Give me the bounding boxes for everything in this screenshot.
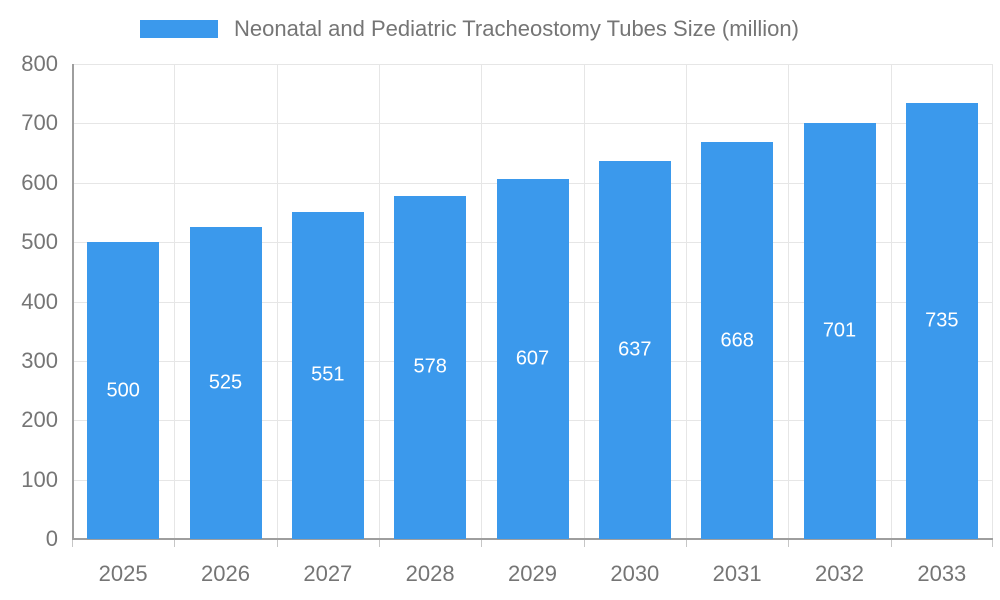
bar[interactable]: 500	[87, 242, 160, 539]
x-tick-label: 2032	[815, 561, 864, 586]
axis-tick	[174, 539, 176, 547]
bar[interactable]: 637	[598, 160, 671, 539]
x-tick-label: 2026	[201, 561, 250, 586]
axis-tick	[992, 539, 993, 547]
bar-value-label: 578	[413, 355, 447, 378]
v-gridline	[890, 64, 892, 539]
axis-tick	[890, 539, 892, 547]
bar[interactable]: 525	[189, 227, 262, 539]
bar-value-label: 525	[208, 371, 243, 394]
y-tick-label: 300	[21, 347, 58, 373]
bar[interactable]: 578	[394, 195, 467, 539]
v-gridline	[583, 64, 585, 539]
y-tick-label: 200	[21, 407, 58, 433]
y-axis-line	[72, 64, 74, 539]
x-tick-label: 2028	[405, 561, 455, 586]
bar[interactable]: 668	[701, 142, 774, 539]
v-gridline	[174, 64, 176, 539]
chart-legend: Neonatal and Pediatric Tracheostomy Tube…	[140, 11, 799, 47]
x-tick-label: 2033	[917, 561, 967, 586]
axis-tick	[276, 539, 278, 547]
y-tick-label: 100	[21, 466, 58, 492]
bar[interactable]: 551	[291, 211, 364, 539]
bar-value-label: 607	[515, 347, 550, 370]
legend-swatch	[140, 20, 218, 38]
x-tick-label: 2029	[508, 561, 557, 586]
x-axis-line	[72, 538, 993, 540]
axis-tick	[788, 539, 790, 547]
h-gridline	[72, 64, 993, 65]
h-gridline	[72, 123, 993, 125]
y-tick-label: 800	[21, 51, 58, 76]
v-gridline	[992, 64, 993, 539]
y-tick-label: 700	[21, 110, 58, 136]
v-gridline	[379, 64, 380, 539]
bar-value-label: 637	[618, 338, 652, 361]
x-axis: 2025 2026 2027 2028 2029 2030 2031 2032 2033	[72, 557, 993, 591]
bar-value-label: 701	[822, 319, 857, 342]
v-gridline	[481, 64, 483, 539]
legend-label: Neonatal and Pediatric Tracheostomy Tube…	[234, 16, 799, 41]
v-gridline	[276, 64, 278, 539]
bar[interactable]: 735	[905, 102, 978, 539]
axis-tick	[379, 539, 380, 547]
y-tick-label: 500	[21, 229, 58, 255]
bar-value-label: 551	[311, 363, 345, 386]
plot-area: 500 525 551 578 607 637 668 701 735	[72, 64, 993, 547]
bar-value-label: 668	[720, 329, 754, 352]
axis-tick	[481, 539, 483, 547]
bar[interactable]: 701	[803, 122, 876, 539]
bar-value-label: 735	[925, 309, 959, 332]
y-tick-label: 400	[21, 288, 58, 314]
x-tick-label: 2027	[303, 561, 353, 586]
axis-tick	[583, 539, 585, 547]
y-axis: 0 100 200 300 400 500 600 700 800	[0, 51, 58, 551]
axis-tick	[686, 539, 687, 547]
v-gridline	[788, 64, 790, 539]
x-tick-label: 2030	[610, 561, 660, 586]
y-tick-label: 0	[45, 526, 58, 551]
v-gridline	[686, 64, 687, 539]
bar-value-label: 500	[106, 379, 140, 402]
x-tick-label: 2031	[712, 561, 762, 586]
axis-tick	[72, 539, 73, 547]
x-tick-label: 2025	[98, 561, 148, 586]
y-tick-label: 600	[21, 169, 58, 195]
bar[interactable]: 607	[496, 178, 569, 539]
